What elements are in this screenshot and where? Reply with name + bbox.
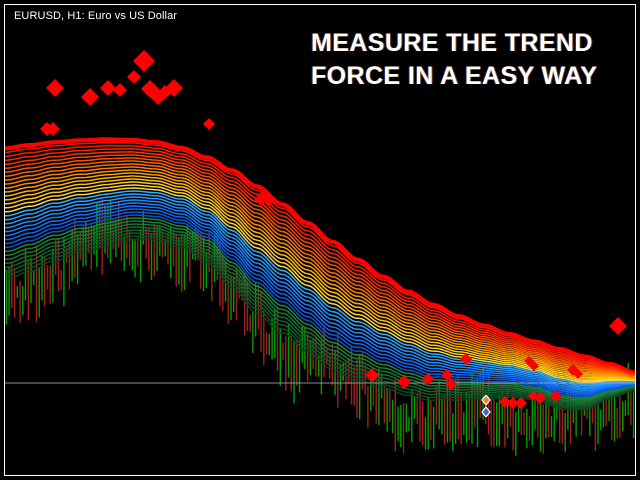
- signal-markers: [40, 50, 627, 409]
- chart-plot-area[interactable]: [5, 5, 635, 475]
- chart-frame: EURUSD, H1: Euro vs US Dollar MEASURE TH…: [4, 4, 636, 476]
- chart-svg: [5, 5, 635, 475]
